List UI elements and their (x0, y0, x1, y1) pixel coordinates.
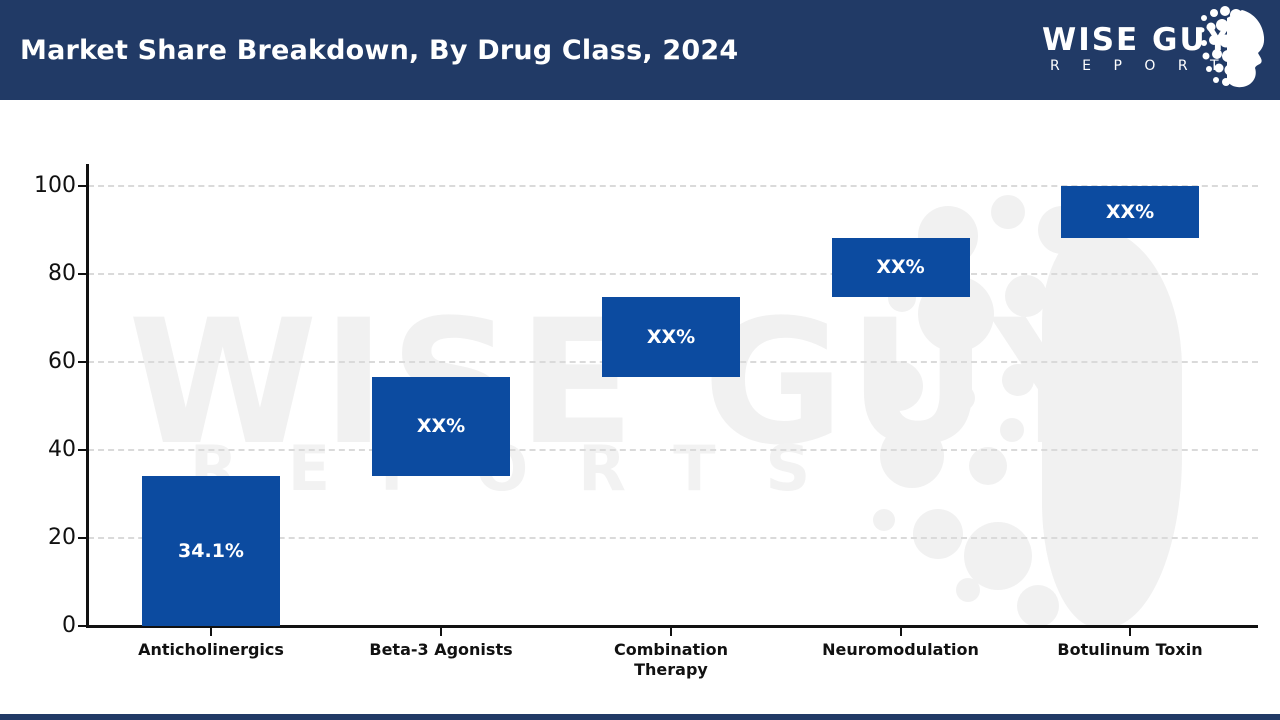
gridline (88, 449, 1258, 451)
x-axis-label: Beta-3 Agonists (369, 640, 513, 659)
bar-value-label: XX% (876, 256, 925, 279)
bar-value-label: XX% (416, 415, 466, 438)
x-tick-mark (670, 628, 672, 636)
y-tick-mark (78, 537, 86, 539)
bar-segment: XX% (372, 376, 510, 476)
gridline (88, 185, 1258, 187)
x-tick-mark (210, 628, 212, 636)
y-tick-mark (78, 625, 86, 627)
gridline (88, 537, 1258, 539)
x-axis-label: Neuromodulation (822, 640, 979, 659)
bar-segment: XX% (831, 237, 970, 297)
bar-segment: XX% (1061, 186, 1199, 238)
footer-bar (0, 714, 1280, 720)
bar-value-label: XX% (646, 325, 696, 348)
bar-value-label: XX% (1105, 200, 1155, 223)
y-tick-mark (78, 273, 86, 275)
bar-value-label: 34.1% (178, 539, 244, 562)
x-tick-mark (899, 628, 902, 636)
gridline (88, 273, 1258, 275)
x-axis-label: Botulinum Toxin (1057, 640, 1203, 659)
y-tick-label: 80 (48, 261, 76, 286)
y-tick-mark (78, 449, 86, 451)
x-axis-label: Combination Therapy (613, 640, 729, 679)
header-banner: Market Share Breakdown, By Drug Class, 2… (0, 0, 1280, 100)
y-tick-mark (78, 185, 86, 187)
x-axis-label: Anticholinergics (138, 640, 284, 659)
page-title: Market Share Breakdown, By Drug Class, 2… (20, 34, 739, 66)
logo-head-icon (1199, 6, 1265, 88)
y-tick-label: 60 (48, 349, 76, 374)
logo-wordmark: WISE GUY (1042, 22, 1232, 58)
wiseguy-logo: WISE GUY R E P O R T S (1006, 0, 1266, 100)
logo-subtext: R E P O R T S (1050, 58, 1259, 74)
y-tick-label: 0 (62, 613, 76, 638)
y-tick-label: 40 (48, 437, 76, 462)
y-tick-label: 100 (34, 173, 76, 198)
bar-segment: XX% (602, 296, 740, 377)
y-axis-line (86, 164, 89, 628)
y-tick-mark (78, 361, 86, 363)
x-tick-mark (440, 628, 442, 636)
x-axis-line (86, 625, 1258, 628)
x-tick-mark (1129, 628, 1131, 636)
y-tick-label: 20 (48, 525, 76, 550)
bar-segment: 34.1% (142, 475, 280, 626)
